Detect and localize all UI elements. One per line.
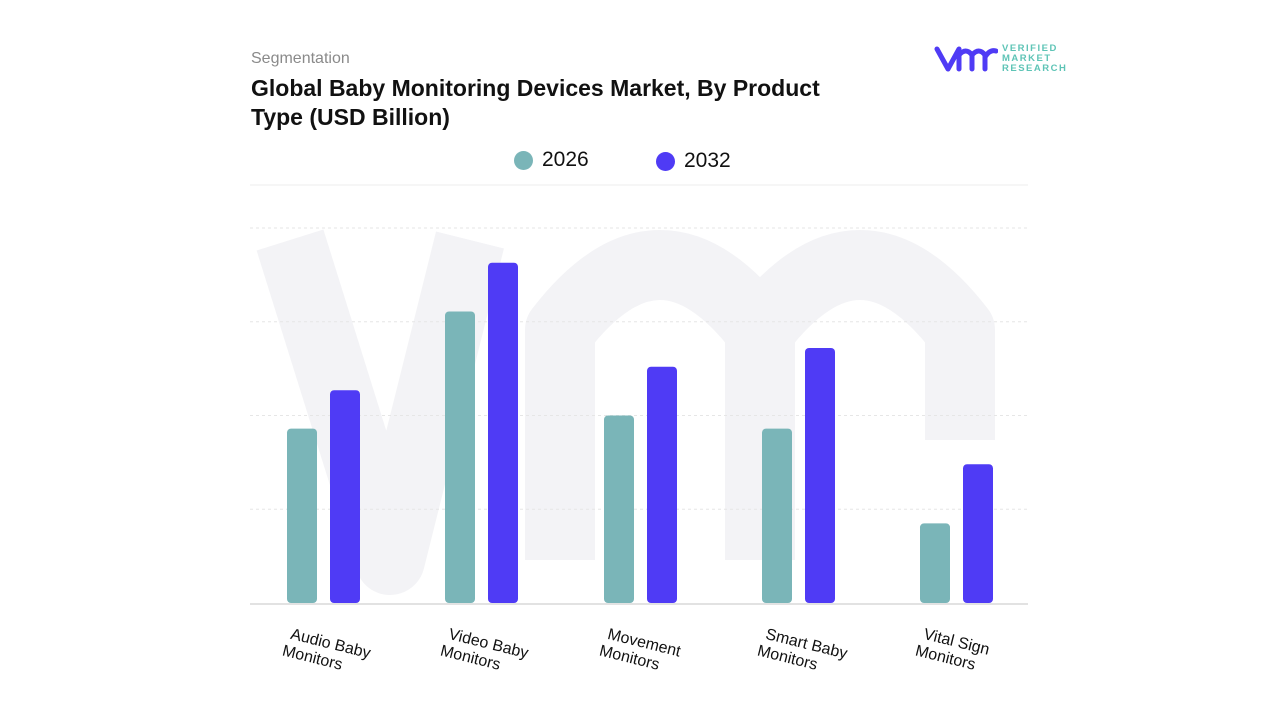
legend-item-2032: 2032 xyxy=(656,149,731,173)
bar-2026-0 xyxy=(287,428,317,603)
logo-line: MARKET xyxy=(1002,53,1052,64)
legend: 2026 2032 xyxy=(0,148,1280,178)
x-tick-label: Audio Baby Monitors xyxy=(280,625,373,674)
bar-2032-1 xyxy=(488,262,518,603)
legend-item-2026: 2026 xyxy=(514,148,589,172)
watermark-logo xyxy=(256,229,995,595)
x-tick-label: Movement Monitors xyxy=(597,625,683,674)
bar-2026-2 xyxy=(604,415,634,603)
x-tick-label: Video Baby Monitors xyxy=(438,625,531,674)
logo-line: RESEARCH xyxy=(1002,63,1068,74)
bar-2026-4 xyxy=(920,523,950,603)
legend-swatch xyxy=(514,150,533,170)
bar-2032-2 xyxy=(647,366,677,603)
logo-line: VERIFIED xyxy=(1002,43,1058,54)
section-label: Segmentation xyxy=(251,50,350,67)
bar-2026-1 xyxy=(445,311,475,603)
chart-title: Global Baby Monitoring Devices Market, B… xyxy=(251,75,820,130)
logo-text: VERIFIED MARKET RESEARCH xyxy=(1002,44,1067,74)
bar-2032-0 xyxy=(330,390,360,603)
bar-2026-3 xyxy=(762,428,792,603)
x-tick-label: Vital Sign Monitors xyxy=(913,625,992,674)
legend-label: 2026 xyxy=(542,148,589,171)
vmr-logo: VERIFIED MARKET RESEARCH xyxy=(934,44,1067,74)
bar-2032-3 xyxy=(805,348,835,603)
legend-swatch xyxy=(656,151,675,171)
legend-label: 2032 xyxy=(684,149,731,172)
x-tick-label: Smart Baby Monitors xyxy=(755,625,849,674)
vmr-logo-mark xyxy=(934,46,998,72)
bar-2032-4 xyxy=(963,464,993,603)
